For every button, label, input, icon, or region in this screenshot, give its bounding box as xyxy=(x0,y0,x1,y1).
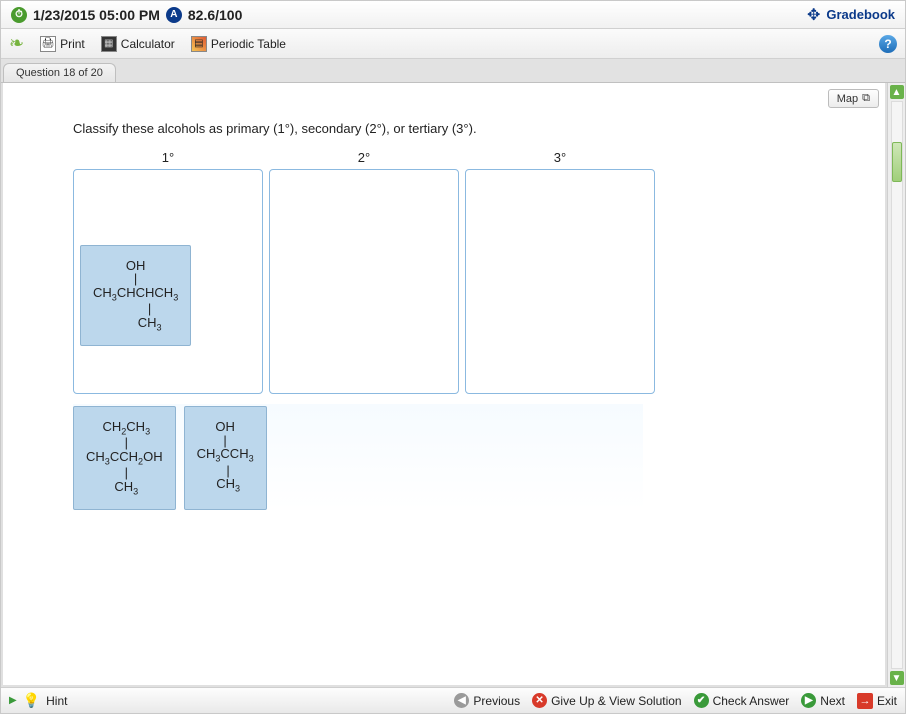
tile-text: | xyxy=(86,439,163,447)
top-header: ⏱ 1/23/2015 05:00 PM A 82.6/100 ✥ Gradeb… xyxy=(1,1,905,29)
giveup-label: Give Up & View Solution xyxy=(551,694,682,708)
leaf-icon: ❧ xyxy=(9,33,24,54)
periodic-table-icon: ▤ xyxy=(191,36,207,52)
unplaced-tile-row: CH2CH3 | CH3CCH2OH | CH3 OH | CH3CCH3 | … xyxy=(73,404,643,510)
question-prompt: Classify these alcohols as primary (1°),… xyxy=(73,121,815,136)
tile-text: | xyxy=(86,469,163,477)
map-button-label: Map xyxy=(837,93,858,105)
print-button[interactable]: 🖨 Print xyxy=(40,36,85,52)
hint-expand-icon[interactable]: ▶ xyxy=(9,695,17,706)
calculator-label: Calculator xyxy=(121,37,175,51)
question-tab[interactable]: Question 18 of 20 xyxy=(3,63,116,82)
tile-text: | xyxy=(93,305,178,313)
molecule-tile-placed[interactable]: OH | CH3CHCHCH3 | CH3 xyxy=(80,245,191,347)
grade-icon: A xyxy=(166,7,182,23)
tab-row: Question 18 of 20 xyxy=(1,59,905,83)
due-datetime: 1/23/2015 05:00 PM xyxy=(33,7,160,23)
question-page: Map ⧉ Classify these alcohols as primary… xyxy=(1,83,887,687)
exit-label: Exit xyxy=(877,694,897,708)
check-icon: ✔ xyxy=(694,693,709,708)
exit-icon: → xyxy=(857,693,873,709)
previous-button[interactable]: ◀ Previous xyxy=(454,693,520,708)
check-answer-button[interactable]: ✔ Check Answer xyxy=(694,693,790,708)
scroll-up-icon[interactable]: ▲ xyxy=(890,85,904,99)
scrollbar[interactable]: ▲ ▼ xyxy=(887,83,905,687)
next-button[interactable]: ▶ Next xyxy=(801,693,845,708)
periodic-table-button[interactable]: ▤ Periodic Table xyxy=(191,36,286,52)
calculator-button[interactable]: ▦ Calculator xyxy=(101,36,175,52)
tile-text: CH3CCH3 xyxy=(197,444,254,466)
scroll-track[interactable] xyxy=(891,101,903,669)
scroll-thumb[interactable] xyxy=(892,142,902,182)
dropzone-primary[interactable]: OH | CH3CHCHCH3 | CH3 xyxy=(73,169,263,394)
map-button[interactable]: Map ⧉ xyxy=(828,89,879,108)
hint-bulb-icon: 💡 xyxy=(23,692,40,709)
toolbar: ❧ 🖨 Print ▦ Calculator ▤ Periodic Table … xyxy=(1,29,905,59)
map-icon: ⧉ xyxy=(862,92,870,105)
calculator-icon: ▦ xyxy=(101,36,117,52)
move-icon: ✥ xyxy=(807,5,820,25)
next-label: Next xyxy=(820,694,845,708)
tile-text: CH3 xyxy=(93,313,178,335)
gradebook-link[interactable]: Gradebook xyxy=(826,7,895,22)
dropzone-tertiary[interactable] xyxy=(465,169,655,394)
hint-button[interactable]: Hint xyxy=(46,694,67,708)
giveup-button[interactable]: ✕ Give Up & View Solution xyxy=(532,693,682,708)
previous-label: Previous xyxy=(473,694,520,708)
print-icon: 🖨 xyxy=(40,36,56,52)
molecule-tile-a[interactable]: CH2CH3 | CH3CCH2OH | CH3 xyxy=(73,406,176,510)
tile-text: | xyxy=(93,275,178,283)
column-label-3: 3° xyxy=(554,150,566,165)
tile-text: | xyxy=(197,467,254,475)
score-text: 82.6/100 xyxy=(188,7,243,23)
column-label-2: 2° xyxy=(358,150,370,165)
column-label-1: 1° xyxy=(162,150,174,165)
print-label: Print xyxy=(60,37,85,51)
clock-icon: ⏱ xyxy=(11,7,27,23)
help-button[interactable]: ? xyxy=(879,35,897,53)
molecule-tile-b[interactable]: OH | CH3CCH3 | CH3 xyxy=(184,406,267,510)
giveup-icon: ✕ xyxy=(532,693,547,708)
footer-bar: ▶ 💡 Hint ◀ Previous ✕ Give Up & View Sol… xyxy=(1,687,905,713)
tile-text: CH3 xyxy=(197,474,254,496)
periodic-table-label: Periodic Table xyxy=(211,37,286,51)
tile-text: CH3 xyxy=(86,477,163,499)
scroll-down-icon[interactable]: ▼ xyxy=(890,671,904,685)
exit-button[interactable]: → Exit xyxy=(857,693,897,709)
previous-icon: ◀ xyxy=(454,693,469,708)
dropzone-secondary[interactable] xyxy=(269,169,459,394)
next-icon: ▶ xyxy=(801,693,816,708)
tile-text: | xyxy=(197,437,254,445)
check-label: Check Answer xyxy=(713,694,790,708)
tile-text: CH3CHCHCH3 xyxy=(93,283,178,305)
